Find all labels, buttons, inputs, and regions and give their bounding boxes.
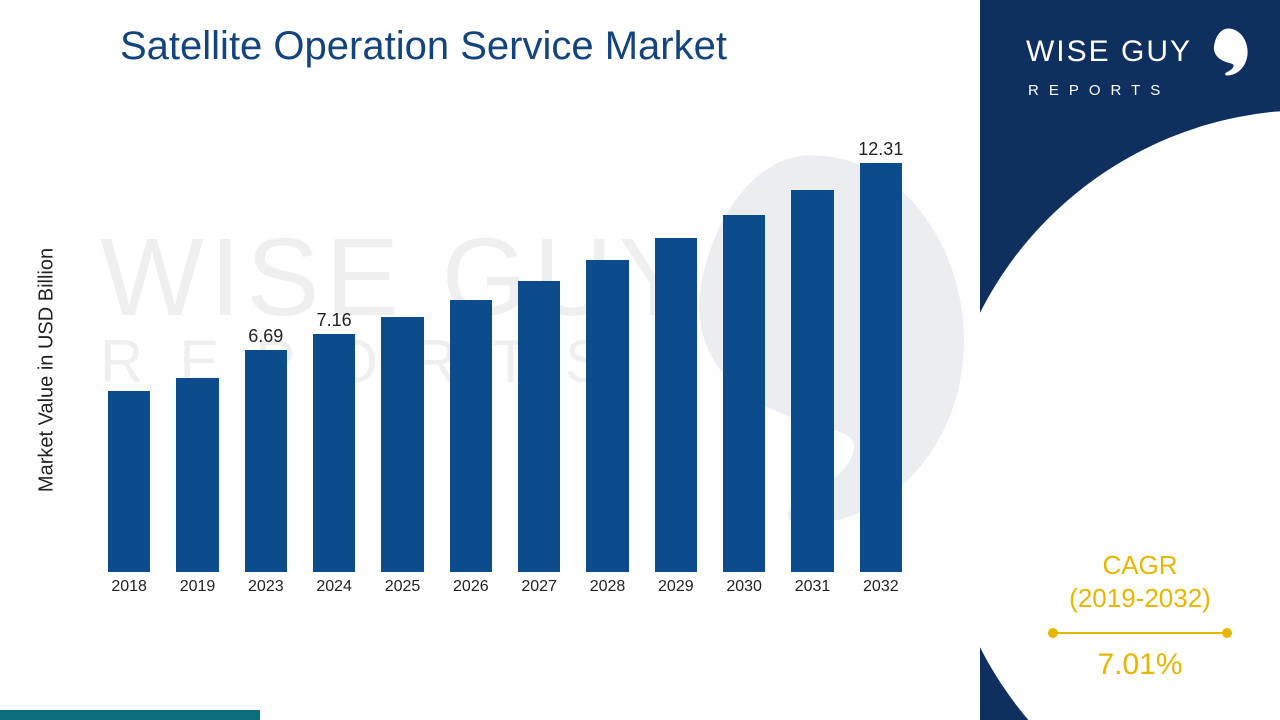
bar: [791, 190, 833, 572]
x-tick-label: 2029: [658, 578, 694, 596]
bar: [381, 317, 423, 572]
cagr-divider: [1050, 632, 1230, 634]
plot-area: 6.69 7.16 12.31: [95, 140, 915, 572]
logo-sub-text: REPORTS: [1028, 82, 1256, 99]
bar: [450, 300, 492, 572]
bar: [586, 260, 628, 572]
x-tick-label: 2026: [453, 578, 489, 596]
bar: 7.16: [313, 334, 355, 572]
cagr-block: CAGR (2019-2032) 7.01%: [1030, 549, 1250, 682]
x-tick-label: 2027: [521, 578, 557, 596]
x-tick-label: 2028: [590, 578, 626, 596]
bar: [108, 391, 150, 572]
x-tick-label: 2023: [248, 578, 284, 596]
bar: [723, 215, 765, 572]
bar-value-label: 6.69: [248, 326, 283, 347]
bar-value-label: 7.16: [317, 310, 352, 331]
x-tick-label: 2030: [726, 578, 762, 596]
cagr-value: 7.01%: [1030, 648, 1250, 682]
bar: [176, 378, 218, 572]
bar: 6.69: [245, 350, 287, 572]
x-tick-label: 2018: [111, 578, 147, 596]
cagr-label-line2: (2019-2032): [1069, 583, 1211, 613]
x-tick-label: 2025: [385, 578, 421, 596]
y-axis-label: Market Value in USD Billion: [36, 248, 59, 492]
x-tick-label: 2032: [863, 578, 899, 596]
chart-title: Satellite Operation Service Market: [120, 24, 727, 69]
bar: 12.31: [860, 163, 902, 572]
page-root: WISE GUY REPORTS Satellite Operation Ser…: [0, 0, 1280, 720]
accent-bottom-bar: [0, 710, 260, 720]
cagr-label-line1: CAGR: [1102, 550, 1177, 580]
x-tick-label: 2019: [180, 578, 216, 596]
bar-value-label: 12.31: [858, 139, 903, 160]
logo-main-text: WISE GUY: [1026, 36, 1192, 68]
logo-head-icon: [1200, 24, 1256, 80]
x-tick-label: 2024: [316, 578, 352, 596]
bar: [655, 238, 697, 572]
bar: [518, 281, 560, 572]
bar-chart: Market Value in USD Billion 6.697.1612.3…: [55, 140, 915, 600]
x-axis: 2018 2019 2023 2024 2025 2026 2027 2028 2029 2030…: [95, 576, 915, 600]
x-tick-label: 2031: [795, 578, 831, 596]
brand-logo: WISE GUY REPORTS: [1026, 24, 1256, 99]
cagr-label: CAGR (2019-2032): [1030, 549, 1250, 614]
